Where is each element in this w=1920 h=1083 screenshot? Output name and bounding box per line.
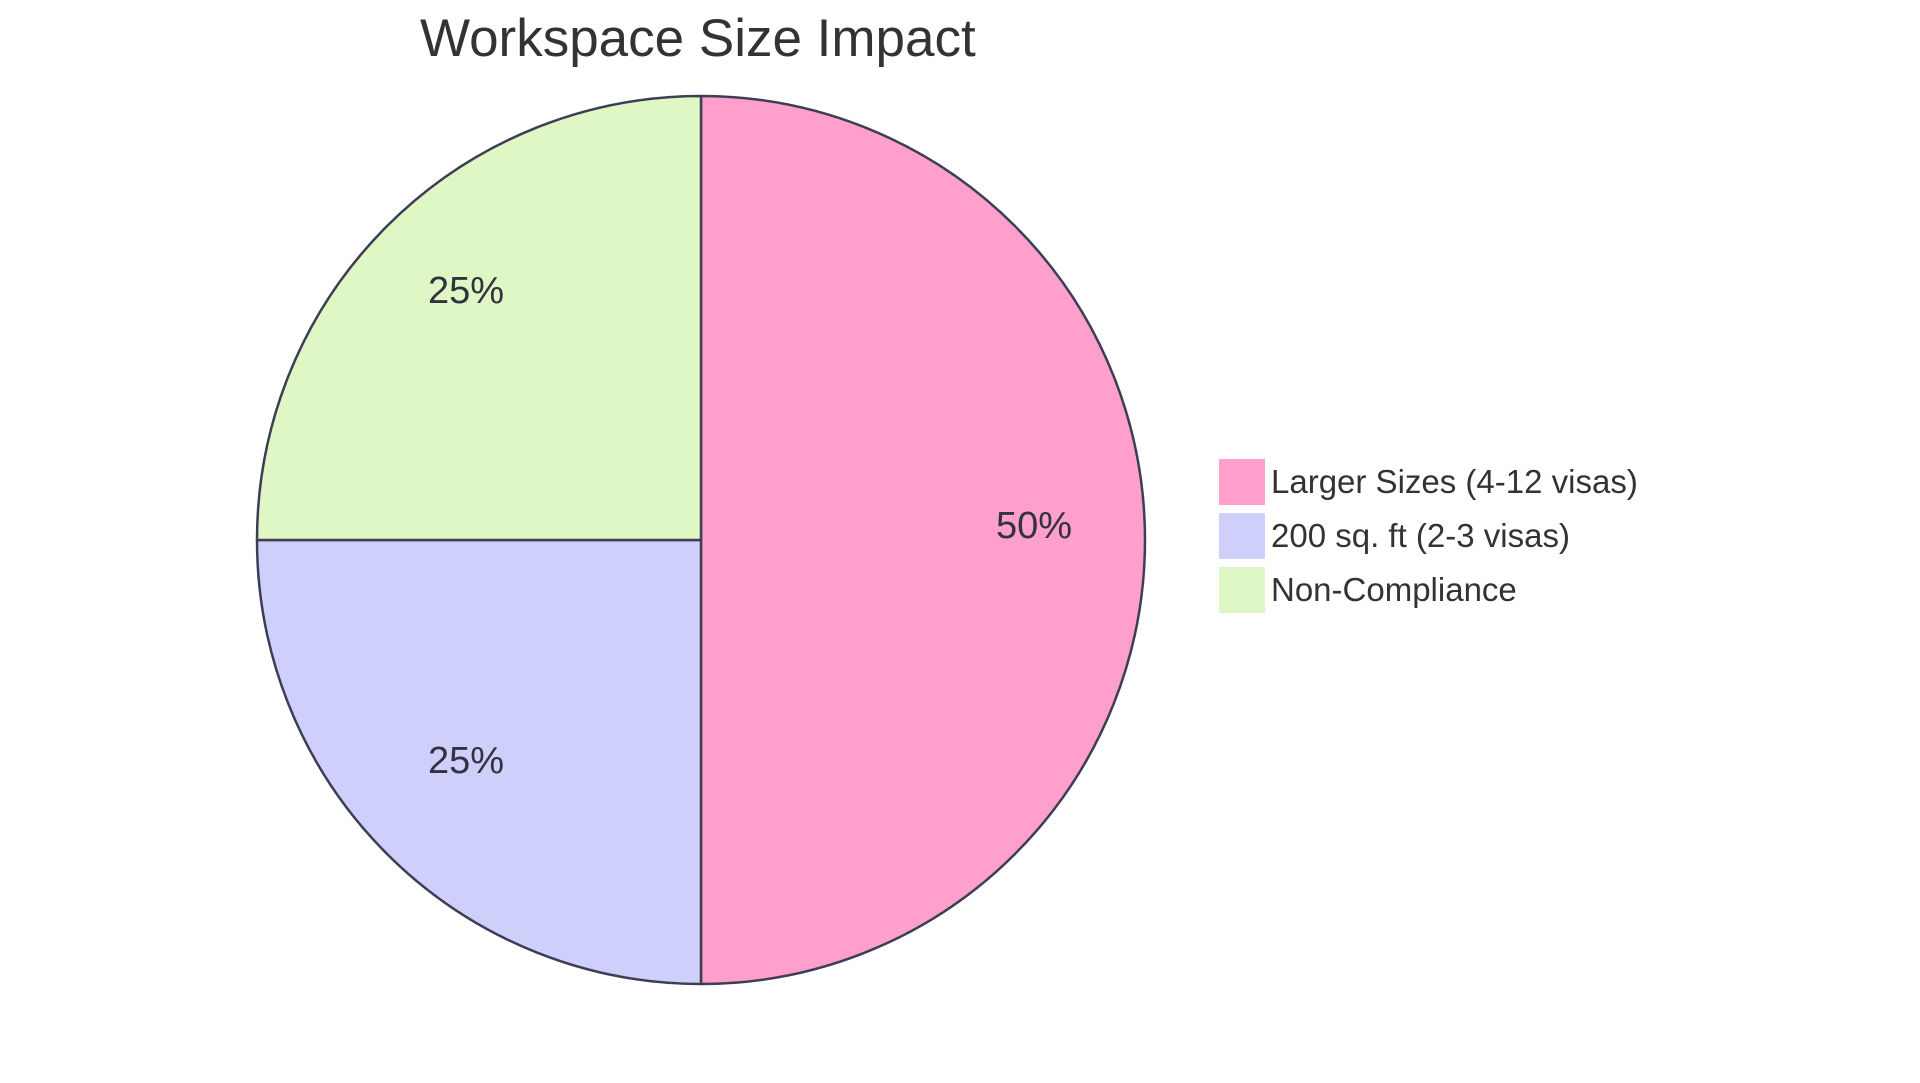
- svg-text:25%: 25%: [428, 270, 504, 312]
- svg-text:50%: 50%: [996, 505, 1072, 547]
- svg-text:25%: 25%: [428, 740, 504, 782]
